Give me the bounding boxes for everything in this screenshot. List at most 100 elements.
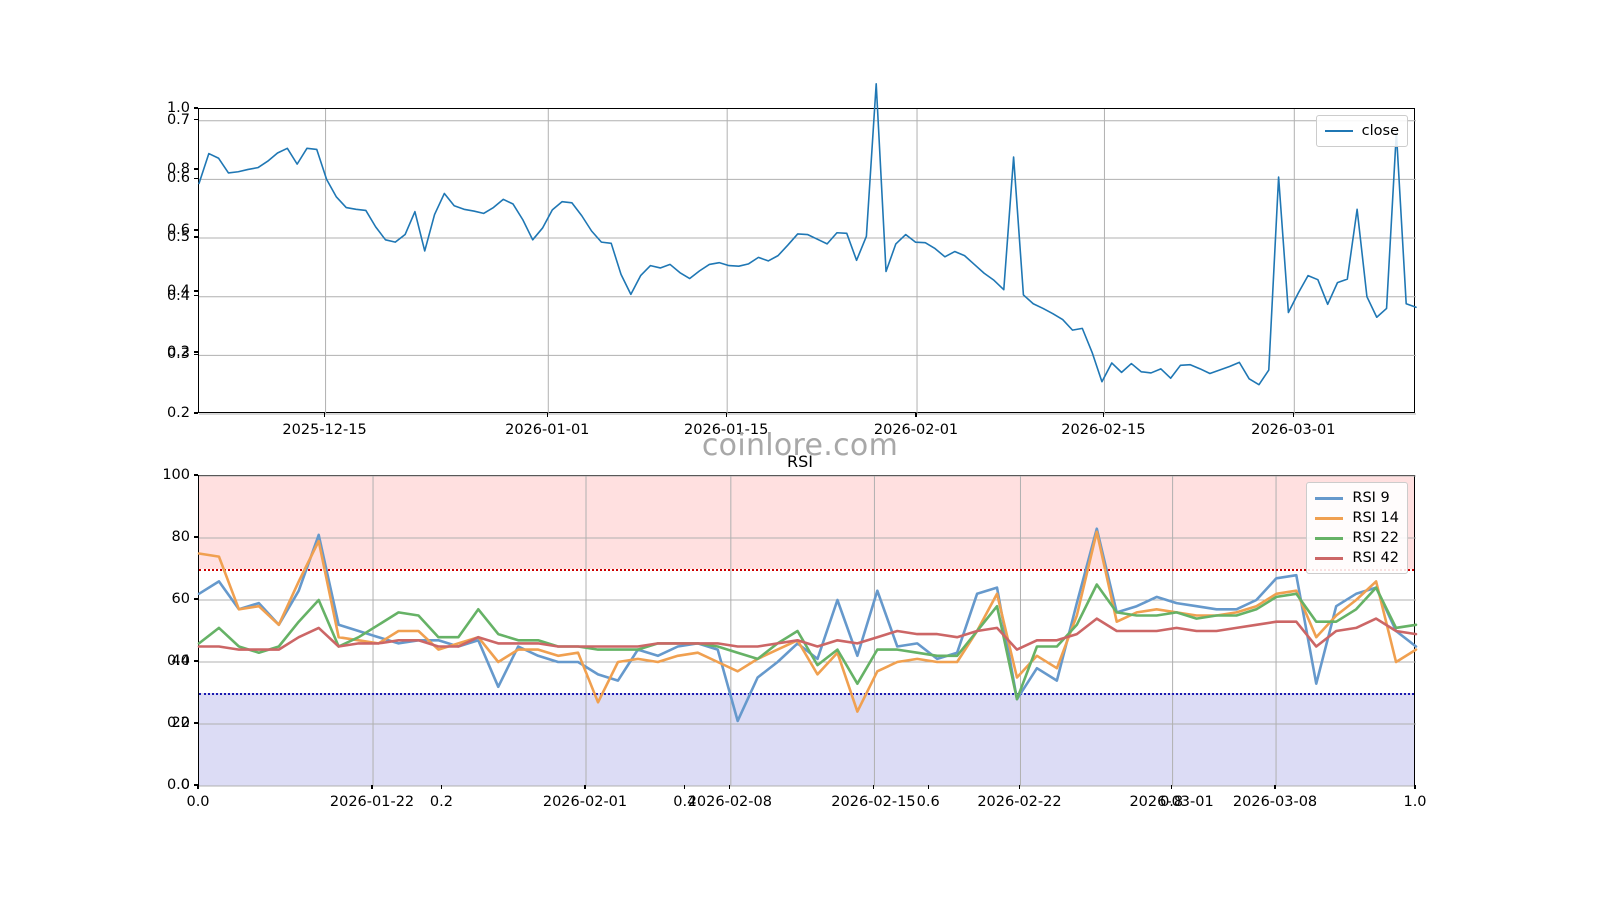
price-y-tick-mark [194, 295, 198, 297]
price-x-tick-label: 2026-02-15 [1061, 422, 1146, 438]
rsi-x-overlay-tick-label: 1.0 [1403, 794, 1427, 810]
price-y-overlay-tick-mark [194, 290, 198, 292]
price-x-tick-mark [915, 413, 917, 417]
price-y-tick-label: 0.4 [166, 287, 190, 304]
rsi-x-tick-label: 2026-02-01 [542, 794, 628, 810]
oversold-threshold-line [199, 693, 1414, 695]
rsi-y-tick-mark [194, 536, 198, 538]
rsi-x-overlay-tick-label: 0.8 [1160, 794, 1184, 810]
price-y-overlay-tick-label: 0.4 [166, 283, 190, 299]
legend-color-swatch-icon [1324, 130, 1353, 132]
legend-item-close[interactable]: close [1324, 121, 1399, 141]
price-x-tick-label: 2026-01-01 [505, 422, 590, 438]
close-price-line [198, 82, 1417, 386]
price-y-overlay-tick-label: 0.6 [166, 222, 190, 238]
price-x-tick-mark [1292, 413, 1294, 417]
rsi-x-tick-mark [729, 785, 731, 789]
rsi-y-overlay-tick-label: 0.2 [166, 715, 190, 731]
rsi-x-overlay-tick-mark [1171, 785, 1173, 789]
rsi-y-tick-label: 0 [180, 777, 190, 793]
price-y-tick-mark [194, 412, 198, 414]
legend-color-swatch-icon [1315, 516, 1344, 520]
legend-color-swatch-icon [1315, 536, 1344, 540]
overbought-threshold-line [199, 569, 1414, 571]
price-legend[interactable]: close [1315, 115, 1408, 147]
rsi-line-rsi-42 [197, 617, 1418, 651]
rsi-x-overlay-tick-label: 0.6 [916, 794, 940, 810]
oversold-band [199, 693, 1414, 786]
rsi-x-overlay-tick-label: 0.4 [673, 794, 697, 810]
rsi-x-tick-label: 2026-02-08 [687, 794, 772, 810]
price-y-tick-label: 0.7 [166, 111, 190, 128]
rsi-y-tick-mark [194, 598, 198, 600]
price-y-overlay-tick-mark [194, 107, 198, 109]
price-x-tick-label: 2026-01-15 [684, 422, 769, 438]
price-x-tick-label: 2025-12-15 [282, 422, 367, 438]
rsi-x-overlay-tick-mark [927, 785, 929, 789]
price-chart-axes: close [198, 82, 1417, 415]
legend-item-rsi-9[interactable]: RSI 9 [1315, 488, 1399, 508]
price-x-tick-mark [323, 413, 326, 417]
overbought-band [199, 476, 1414, 569]
price-y-overlay-tick-label: 0.2 [166, 344, 190, 360]
legend-item-label: RSI 42 [1352, 550, 1399, 566]
rsi-gridlines [199, 475, 1416, 787]
rsi-x-tick-label: 2026-03-08 [1232, 794, 1318, 810]
rsi-y-overlay-tick-mark [194, 784, 198, 786]
rsi-y-overlay-tick-label: 0.4 [166, 653, 190, 669]
price-x-tick-label: 2026-02-01 [873, 422, 959, 438]
price-y-overlay-tick-label: 0.8 [166, 161, 190, 177]
price-y-tick-label: 0.5 [166, 229, 190, 246]
rsi-chart-axes: RSI 9 RSI 14 RSI 22 RSI 42 [197, 475, 1418, 787]
price-y-overlay-tick-mark [194, 351, 198, 353]
rsi-x-overlay-tick-mark [1414, 785, 1416, 789]
price-x-tick-mark [1102, 413, 1105, 417]
legend-item-rsi-14[interactable]: RSI 14 [1315, 508, 1399, 528]
rsi-x-tick-mark [584, 785, 586, 789]
price-y-overlay-tick-label: 1.0 [166, 100, 190, 116]
rsi-legend[interactable]: RSI 9 RSI 14 RSI 22 RSI 42 [1306, 482, 1408, 574]
price-y-overlay-tick-mark [194, 168, 198, 170]
rsi-y-tick-label: 100 [162, 467, 190, 483]
rsi-x-overlay-tick-label: 0.0 [186, 794, 210, 810]
rsi-line-plot [197, 527, 1418, 723]
rsi-x-tick-mark [1018, 785, 1021, 789]
rsi-x-tick-mark [1274, 785, 1276, 789]
rsi-x-tick-label: 2026-02-15 [831, 794, 916, 810]
rsi-y-tick-label: 60 [171, 591, 190, 607]
rsi-y-tick-label: 80 [171, 529, 190, 545]
price-y-tick-label: 0.6 [166, 170, 190, 187]
rsi-line-rsi-9 [197, 527, 1418, 723]
rsi-panel-title: RSI [787, 452, 813, 471]
legend-item-rsi-42[interactable]: RSI 42 [1315, 548, 1399, 568]
rsi-x-tick-mark [872, 785, 875, 789]
price-y-overlay-tick-mark [194, 229, 198, 231]
rsi-y-overlay-tick-label: 0.0 [166, 777, 190, 793]
price-line-plot [198, 82, 1417, 386]
price-y-tick-mark [194, 236, 198, 238]
rsi-x-overlay-tick-mark [440, 785, 442, 789]
price-y-tick-mark [194, 353, 198, 355]
price-y-tick-label: 0.3 [166, 346, 190, 363]
price-x-tick-mark [546, 413, 548, 417]
coinlore-watermark: coinlore.com [701, 428, 899, 463]
price-x-tick-label: 2026-03-01 [1251, 422, 1336, 438]
legend-item-label: RSI 22 [1352, 530, 1399, 546]
price-y-tick-label: 0.2 [166, 405, 190, 421]
rsi-x-tick-mark [371, 785, 373, 789]
rsi-x-tick-label: 2026-03-01 [1129, 794, 1214, 810]
price-y-tick-mark [194, 119, 198, 121]
rsi-x-overlay-tick-mark [197, 785, 199, 789]
rsi-x-overlay-tick-label: 0.2 [429, 794, 453, 810]
legend-color-swatch-icon [1315, 496, 1344, 500]
legend-item-label: RSI 9 [1352, 490, 1390, 506]
legend-item-rsi-22[interactable]: RSI 22 [1315, 528, 1399, 548]
rsi-y-tick-mark [194, 474, 198, 476]
legend-item-label: close [1361, 123, 1399, 139]
rsi-y-overlay-tick-mark [194, 660, 198, 662]
rsi-x-tick-label: 2026-01-22 [329, 794, 415, 810]
rsi-y-overlay-tick-mark [194, 722, 198, 724]
rsi-y-tick-label: 40 [171, 653, 190, 669]
legend-item-label: RSI 14 [1352, 510, 1399, 526]
